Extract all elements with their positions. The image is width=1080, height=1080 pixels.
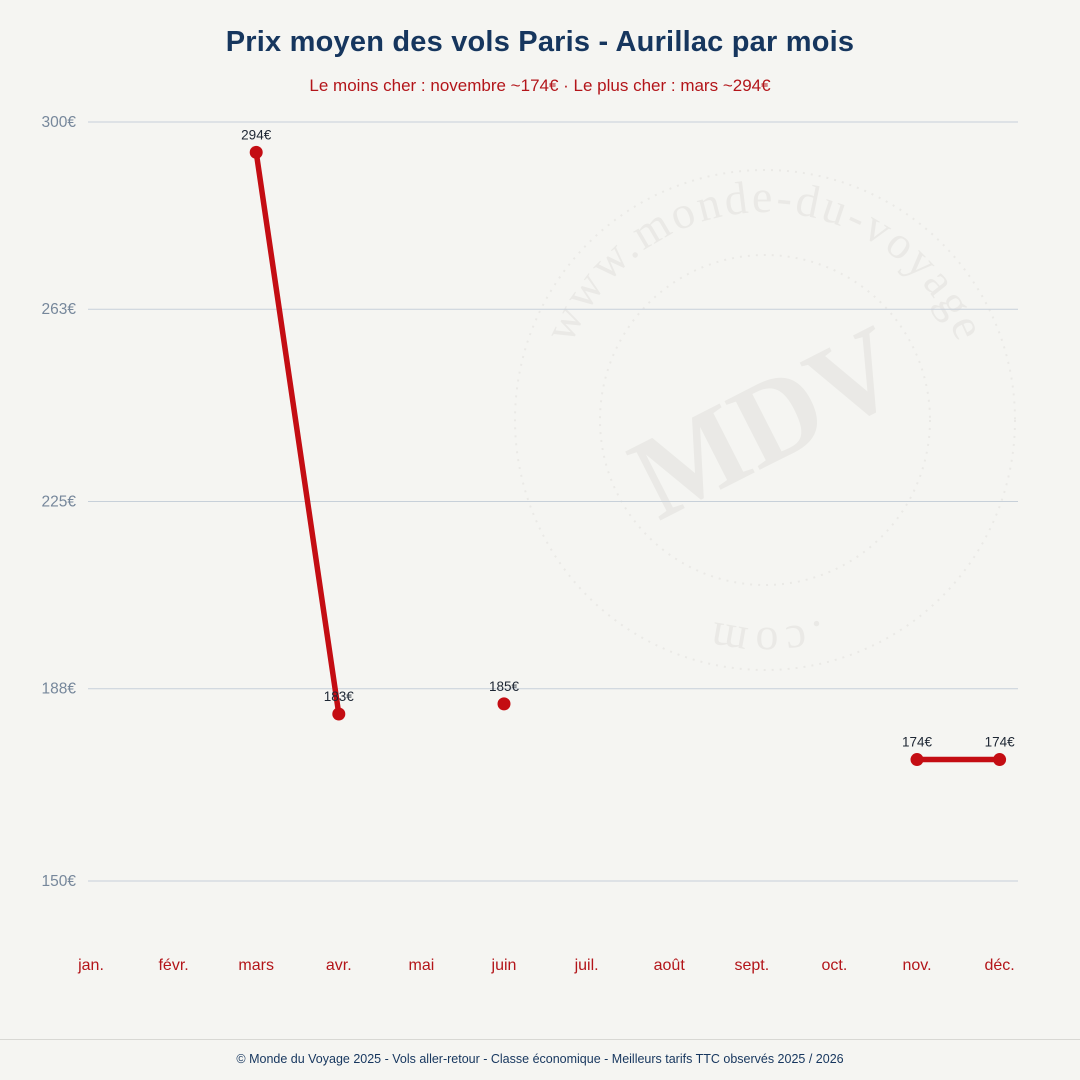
watermark-monogram: MDV bbox=[611, 300, 922, 545]
x-axis-month-label: jan. bbox=[77, 957, 104, 974]
data-point bbox=[497, 697, 511, 711]
y-axis-tick-label: 150€ bbox=[42, 873, 77, 890]
data-point-label: 185€ bbox=[489, 679, 520, 694]
y-axis-tick-label: 225€ bbox=[42, 494, 77, 511]
y-axis-tick-label: 300€ bbox=[42, 114, 77, 131]
chart-title: Prix moyen des vols Paris - Aurillac par… bbox=[225, 26, 855, 58]
x-axis-month-label: août bbox=[654, 957, 686, 974]
x-axis-month-label: déc. bbox=[984, 957, 1014, 974]
x-axis-month-label: avr. bbox=[326, 957, 352, 974]
watermark-outer-ring bbox=[514, 169, 1016, 671]
footer-text: © Monde du Voyage 2025 - Vols aller-reto… bbox=[236, 1052, 844, 1066]
footer-bar: © Monde du Voyage 2025 - Vols aller-reto… bbox=[0, 1039, 1080, 1080]
x-axis-month-label: févr. bbox=[158, 957, 188, 974]
data-point-label: 174€ bbox=[902, 735, 933, 750]
data-point-label: 183€ bbox=[324, 689, 355, 704]
y-axis-tick-label: 188€ bbox=[42, 681, 77, 698]
y-axis-tick-label: 263€ bbox=[42, 301, 77, 318]
data-point bbox=[249, 145, 263, 159]
data-point bbox=[332, 707, 346, 721]
chart-subtitle: Le moins cher : novembre ~174€ · Le plus… bbox=[309, 76, 771, 95]
data-point-label: 174€ bbox=[985, 735, 1016, 750]
watermark: www.monde-du-voyage .com MDV bbox=[514, 169, 1016, 671]
x-axis-month-label: nov. bbox=[902, 957, 931, 974]
x-axis-month-label: juil. bbox=[574, 957, 599, 974]
price-line-segment bbox=[253, 149, 342, 717]
x-axis-month-label: sept. bbox=[734, 957, 769, 974]
x-axis-month-label: mai bbox=[409, 957, 435, 974]
data-point bbox=[993, 753, 1007, 767]
data-point-label: 294€ bbox=[241, 127, 272, 142]
x-axis-month-label: juin bbox=[491, 957, 517, 974]
watermark-inner-ring bbox=[599, 254, 931, 586]
x-axis-month-label: mars bbox=[238, 957, 274, 974]
x-axis-month-label: oct. bbox=[822, 957, 848, 974]
watermark-url-text: www.monde-du-voyage bbox=[533, 171, 996, 349]
watermark-domain-text: .com bbox=[701, 611, 831, 669]
data-point bbox=[910, 753, 924, 767]
